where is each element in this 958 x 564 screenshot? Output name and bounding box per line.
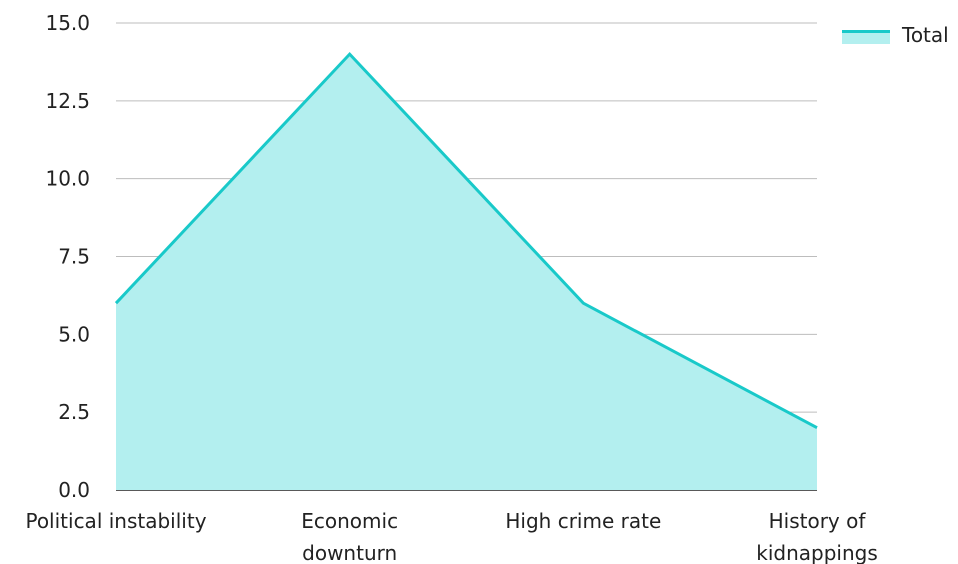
y-tick-label: 15.0 [45,11,90,35]
x-tick-label: Economic downturn [301,509,398,564]
y-tick-label: 0.0 [58,478,90,502]
legend: Total [842,23,949,47]
y-tick-label: 12.5 [45,89,90,113]
series-area [116,54,817,490]
series-fill [116,54,817,490]
x-axis-tick-labels: Political instability Economic downturn Hig… [25,509,877,564]
y-tick-label: 7.5 [58,245,90,269]
y-tick-label: 5.0 [58,322,90,346]
y-tick-label: 2.5 [58,400,90,424]
y-axis-tick-labels: 0.0 2.5 5.0 7.5 10.0 12.5 15.0 [45,11,90,502]
x-tick-label: High crime rate [505,509,661,533]
legend-label: Total [901,23,949,47]
y-tick-label: 10.0 [45,167,90,191]
x-tick-label: Political instability [25,509,206,533]
x-tick-label: History of kidnappings [756,509,878,564]
